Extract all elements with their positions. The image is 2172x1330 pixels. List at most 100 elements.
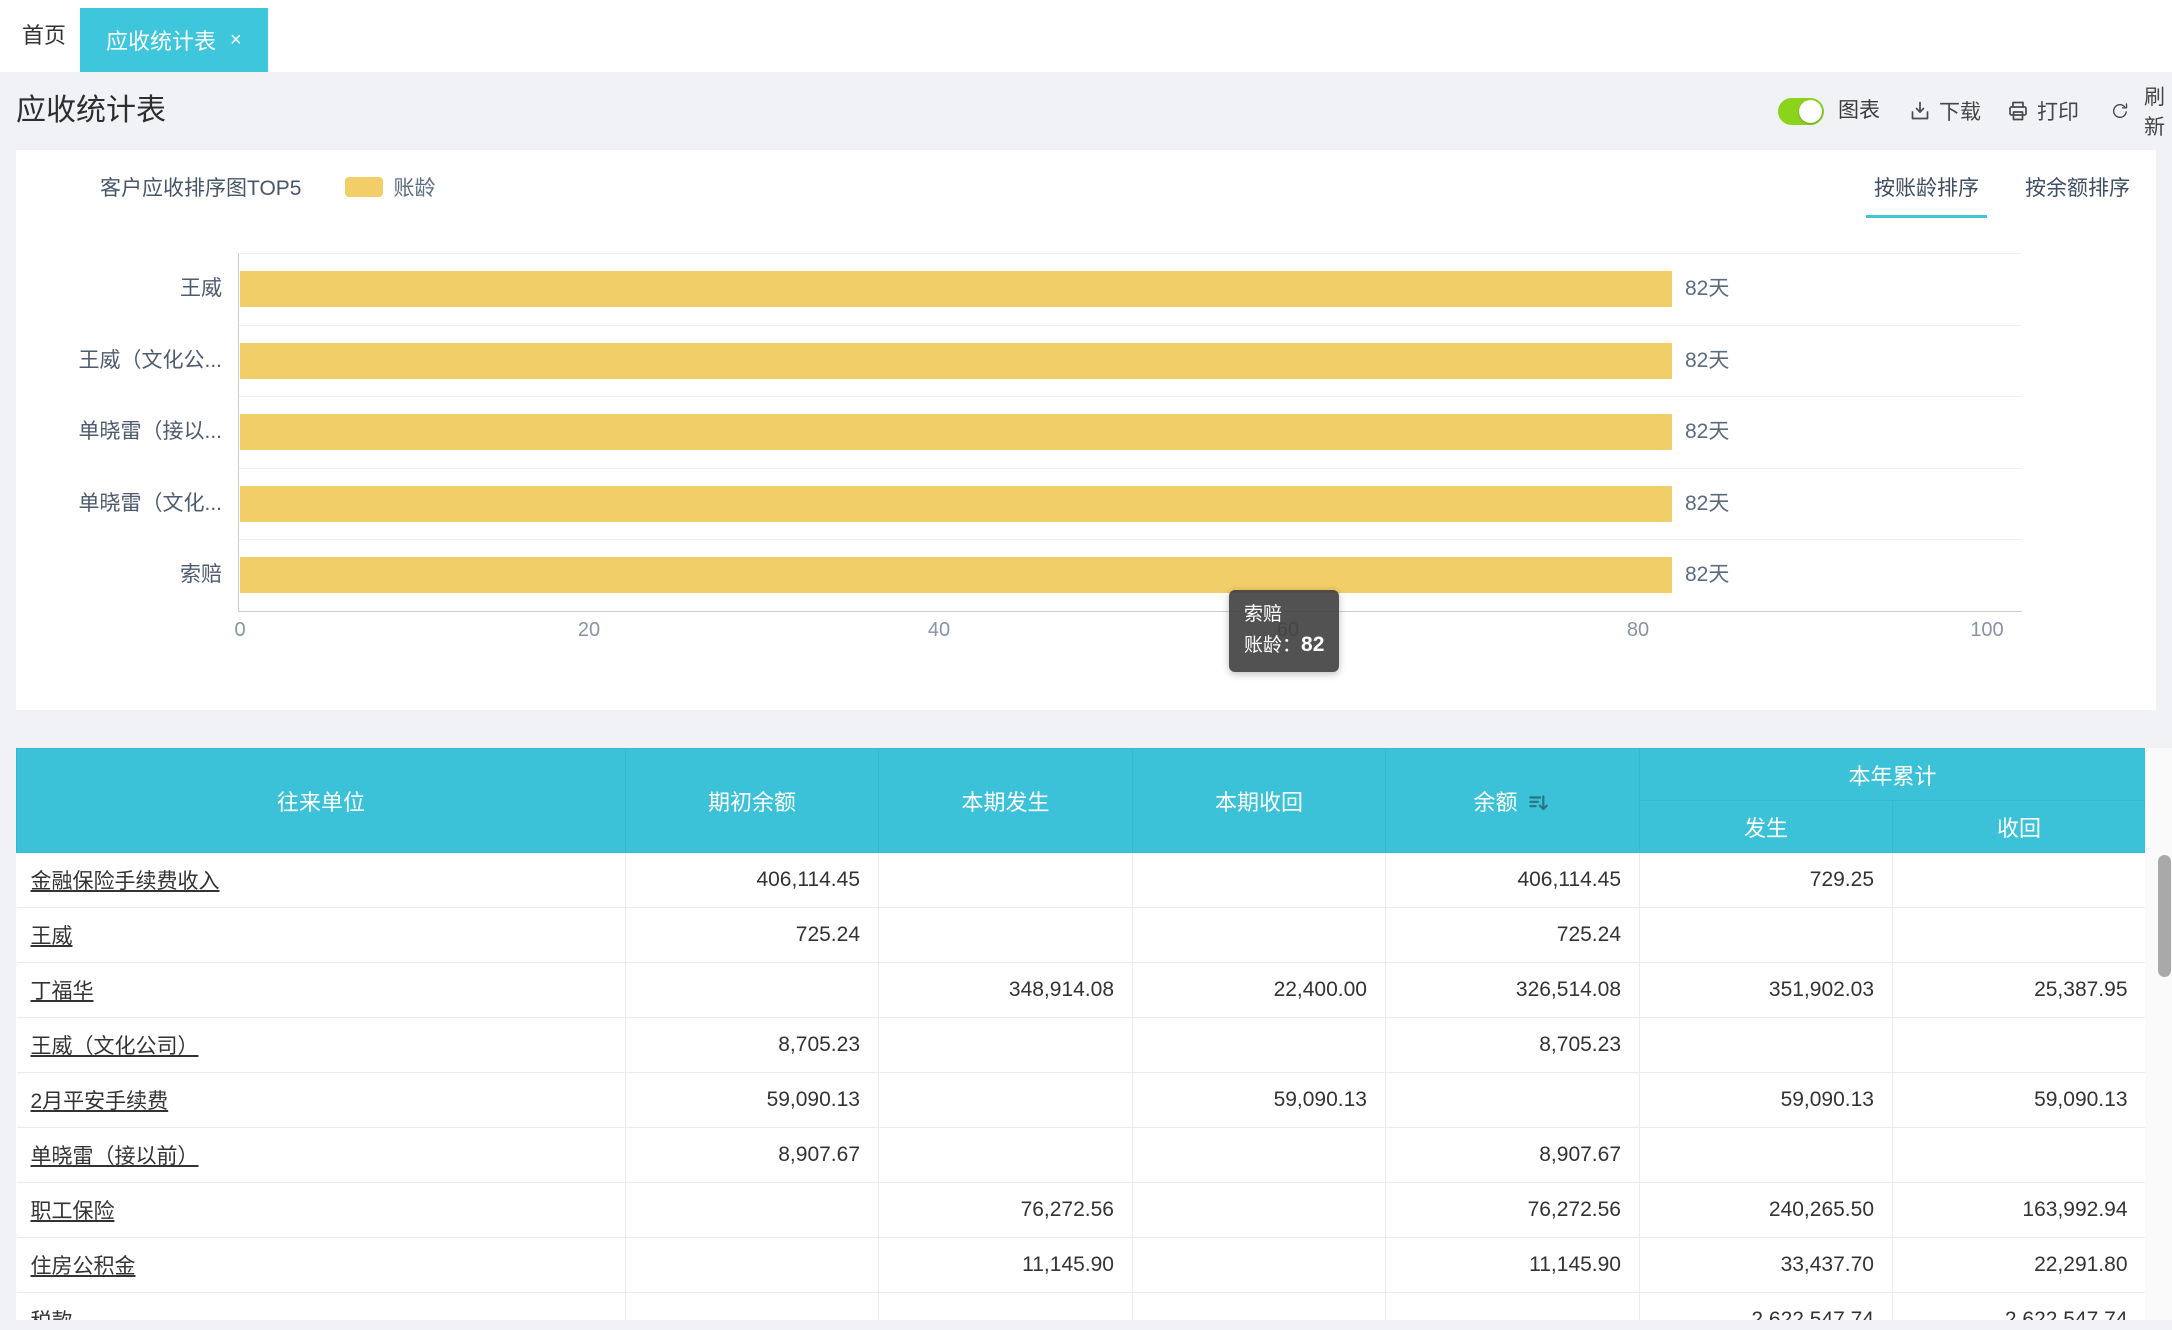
download-button[interactable]: 下载 [1908, 72, 1981, 150]
cell-ytd-incurred: 729.25 [1639, 852, 1893, 908]
cell-received [1132, 907, 1386, 963]
cell-ytd-received: 25,387.95 [1892, 962, 2145, 1018]
col-header-period-incurred[interactable]: 本期发生 [878, 748, 1133, 853]
unit-link[interactable]: 税款 [31, 1310, 73, 1320]
unit-link[interactable]: 王威 [30, 925, 73, 948]
cell-ytd-incurred [1639, 907, 1893, 963]
cell-received [1132, 1237, 1386, 1293]
close-icon[interactable]: × [230, 29, 242, 51]
unit-link[interactable]: 王威（文化公司） [30, 1035, 199, 1058]
cell-opening: 59,090.13 [625, 1072, 879, 1128]
cell-balance: 406,114.45 [1385, 852, 1640, 908]
cell-balance: 326,514.08 [1385, 962, 1640, 1018]
cell-received: 22,400.00 [1132, 962, 1386, 1018]
category-label: 王威（文化公... [78, 349, 222, 372]
cell-received [1132, 1292, 1386, 1320]
cell-received [1132, 852, 1386, 908]
cell-incurred [878, 1072, 1133, 1128]
print-button[interactable]: 打印 [2006, 72, 2079, 150]
col-header-ytd-received[interactable]: 收回 [1891, 800, 2145, 853]
unit-link[interactable]: 金融保险手续费收入 [30, 870, 220, 893]
col-header-period-received[interactable]: 本期收回 [1132, 748, 1386, 853]
unit-link[interactable]: 单晓雷（接以前） [30, 1145, 199, 1168]
cell-ytd-received: 2,622,547.74 [1892, 1292, 2145, 1320]
category-band [238, 325, 2022, 397]
cell-balance: 8,705.23 [1385, 1017, 1640, 1073]
print-icon [2009, 101, 2027, 121]
category-label: 单晓雷（接以... [78, 420, 222, 443]
bar-value-label: 82天 [1685, 349, 1730, 372]
legend-item-aging[interactable]: 账龄 [345, 172, 435, 202]
tab-receivable-stats[interactable]: 应收统计表 × [80, 8, 268, 72]
legend-label: 账龄 [393, 177, 436, 200]
col-header-balance[interactable]: 余额 [1385, 748, 1640, 853]
sort-by-aging-tab[interactable]: 按账龄排序 [1866, 172, 1987, 218]
x-tick: 0 [234, 619, 246, 641]
refresh-button[interactable]: 刷新 [2110, 72, 2172, 150]
cell-received: 59,090.13 [1132, 1072, 1386, 1128]
cell-ytd-incurred [1639, 1017, 1893, 1073]
table-row: 王威（文化公司） 8,705.23 8,705.23 [16, 1017, 2145, 1073]
download-label: 下载 [1939, 101, 1981, 124]
unit-link[interactable]: 2月平安手续费 [30, 1090, 169, 1113]
cell-opening: 406,114.45 [625, 852, 879, 908]
table-row: 2月平安手续费 59,090.13 59,090.13 59,090.13 59… [16, 1072, 2145, 1128]
table-row: 职工保险 76,272.56 76,272.56 240,265.50 163,… [16, 1182, 2145, 1238]
bar-shanxiaolei-jie[interactable] [240, 414, 1672, 450]
tab-home[interactable]: 首页 [21, 23, 66, 48]
bar-wangwei[interactable] [240, 271, 1672, 307]
receivables-table-card: 往来单位 期初余额 本期发生 本期收回 余额 本年累计 发生 收回 金融保险手续… [16, 748, 2145, 1320]
cell-opening: 8,705.23 [625, 1017, 879, 1073]
category-label: 单晓雷（文化... [78, 492, 222, 515]
cell-opening [625, 962, 879, 1018]
cell-balance [1385, 1292, 1640, 1320]
unit-link[interactable]: 职工保险 [30, 1200, 115, 1223]
cell-ytd-incurred: 240,265.50 [1639, 1182, 1893, 1238]
cell-incurred [878, 907, 1133, 963]
x-tick: 80 [1626, 619, 1650, 641]
chart-toggle[interactable] [1778, 98, 1824, 125]
cell-balance [1385, 1072, 1640, 1128]
bar-suopei[interactable] [240, 557, 1672, 593]
bar-value-label: 82天 [1685, 492, 1730, 515]
cell-ytd-incurred: 2,622,547.74 [1639, 1292, 1893, 1320]
page-header: 应收统计表 图表 下载 打印 刷新 [0, 72, 2172, 150]
cell-balance: 11,145.90 [1385, 1237, 1640, 1293]
tab-label: 应收统计表 [106, 29, 217, 54]
sort-by-balance-tab[interactable]: 按余额排序 [2025, 177, 2130, 200]
chart-toggle-label: 图表 [1838, 99, 1880, 122]
cell-opening: 8,907.67 [625, 1127, 879, 1183]
unit-link[interactable]: 住房公积金 [30, 1255, 136, 1278]
vertical-scrollbar-track[interactable] [2145, 748, 2172, 1320]
cell-incurred [878, 1292, 1133, 1320]
cell-ytd-received [1892, 1127, 2145, 1183]
category-band [238, 396, 2022, 468]
cell-balance: 8,907.67 [1385, 1127, 1640, 1183]
bar-value-label: 82天 [1685, 563, 1730, 586]
col-header-unit[interactable]: 往来单位 [16, 748, 626, 853]
cell-incurred [878, 1017, 1133, 1073]
cell-incurred: 348,914.08 [878, 962, 1133, 1018]
cell-received [1132, 1017, 1386, 1073]
cell-ytd-incurred: 59,090.13 [1639, 1072, 1893, 1128]
sort-descending-icon[interactable] [1526, 791, 1552, 817]
page-title: 应收统计表 [16, 94, 166, 127]
bar-shanxiaolei-culture[interactable] [240, 486, 1672, 522]
bar-wangwei-culture[interactable] [240, 343, 1672, 379]
col-header-opening-balance[interactable]: 期初余额 [625, 748, 879, 853]
cell-opening: 725.24 [625, 907, 879, 963]
cell-ytd-received [1892, 1017, 2145, 1073]
chart-tooltip: 索赔 账龄：82 [1229, 590, 1340, 672]
refresh-icon [2112, 103, 2128, 118]
col-header-ytd-incurred[interactable]: 发生 [1639, 800, 1893, 853]
cell-incurred: 11,145.90 [878, 1237, 1133, 1293]
cell-ytd-incurred: 351,902.03 [1639, 962, 1893, 1018]
vertical-scrollbar-thumb[interactable] [2158, 855, 2171, 977]
unit-link[interactable]: 丁福华 [30, 980, 94, 1003]
cell-received [1132, 1182, 1386, 1238]
x-tick: 100 [1970, 619, 2004, 641]
tab-bar: 首页 应收统计表 × [0, 0, 2172, 72]
print-label: 打印 [2037, 101, 2079, 124]
category-band [238, 539, 2022, 611]
table-row: 税款 2,622,547.74 2,622,547.74 [16, 1292, 2145, 1320]
